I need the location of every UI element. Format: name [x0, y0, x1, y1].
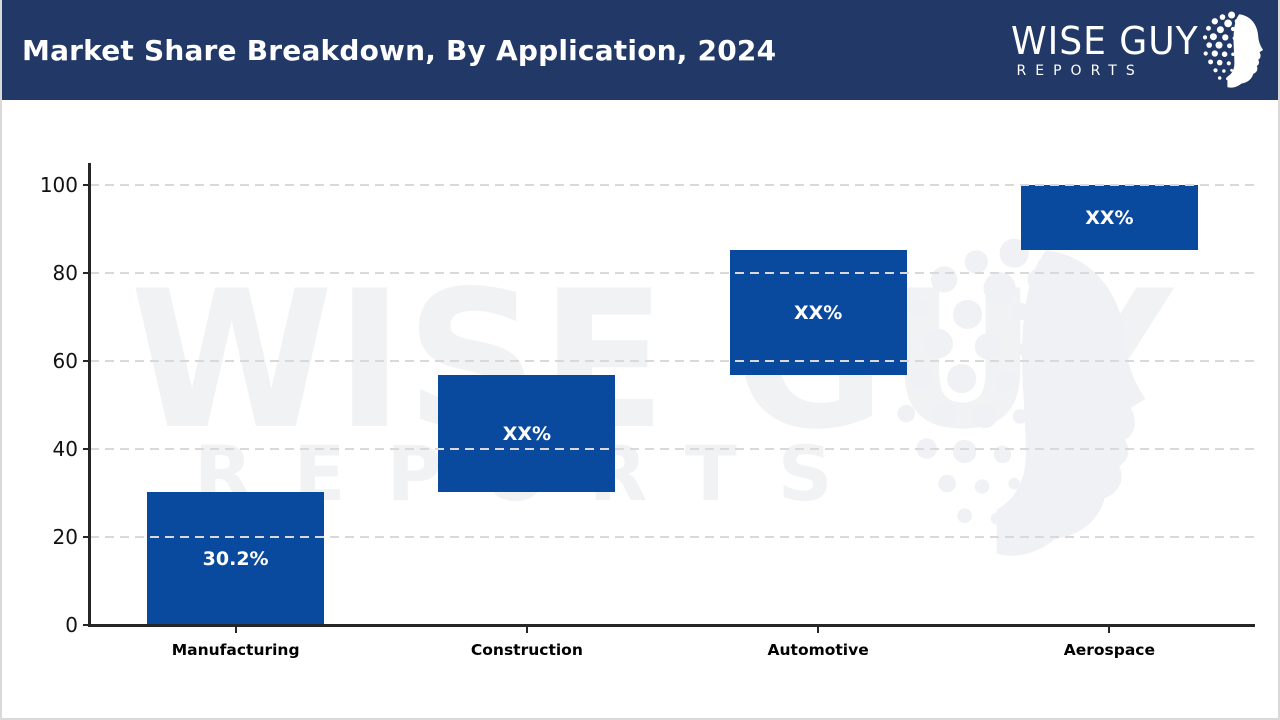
y-tick-label: 20: [52, 525, 78, 549]
bar-value-label: XX%: [793, 301, 843, 324]
bar-manufacturing: [147, 492, 325, 625]
y-tick-mark: [83, 360, 90, 362]
y-tick-mark: [83, 624, 90, 626]
y-gridline: [90, 536, 1255, 538]
x-category-label-automotive: Automotive: [767, 641, 869, 659]
brand-tagline: REPORTS: [1016, 62, 1144, 79]
x-category-label-aerospace: Aerospace: [1063, 641, 1156, 659]
x-tick-mark: [1108, 626, 1111, 633]
bar-construction: [438, 375, 616, 493]
brand-logo: WISE GUY REPORTS: [1011, 8, 1268, 92]
y-tick-label: 60: [52, 349, 78, 373]
y-gridline: [90, 184, 1255, 186]
brand-logo-text: WISE GUY REPORTS: [1011, 22, 1208, 79]
y-gridline: [90, 360, 1255, 362]
brand-head-icon: [1202, 11, 1264, 88]
y-tick-mark: [83, 272, 90, 274]
x-category-label-manufacturing: Manufacturing: [171, 641, 300, 659]
y-tick-mark: [83, 536, 90, 538]
bar-automotive: [729, 250, 907, 376]
y-axis-line: [88, 163, 91, 627]
x-tick-mark: [525, 626, 528, 633]
y-tick-label: 0: [65, 613, 78, 637]
x-axis-line: [88, 624, 1255, 627]
page-title: Market Share Breakdown, By Application, …: [22, 33, 777, 67]
bar-value-label: XX%: [1085, 206, 1134, 229]
x-tick-mark: [234, 626, 237, 633]
bar-aerospace: [1020, 185, 1198, 251]
bar-value-label: XX%: [502, 422, 552, 445]
y-tick-label: 100: [39, 173, 78, 197]
x-tick-mark: [817, 626, 820, 633]
brand-wordmark: WISE GUY: [1010, 18, 1199, 63]
y-tick-mark: [83, 448, 90, 450]
y-tick-mark: [83, 184, 90, 186]
y-gridline: [90, 272, 1255, 274]
y-gridline: [90, 448, 1255, 450]
y-tick-label: 40: [52, 437, 78, 461]
y-tick-label: 80: [52, 261, 78, 285]
header-bar: Market Share Breakdown, By Application, …: [2, 0, 1278, 100]
watermark-head-icon: [894, 238, 1146, 556]
x-category-label-construction: Construction: [470, 641, 583, 659]
bar-value-label: 30.2%: [202, 547, 269, 570]
